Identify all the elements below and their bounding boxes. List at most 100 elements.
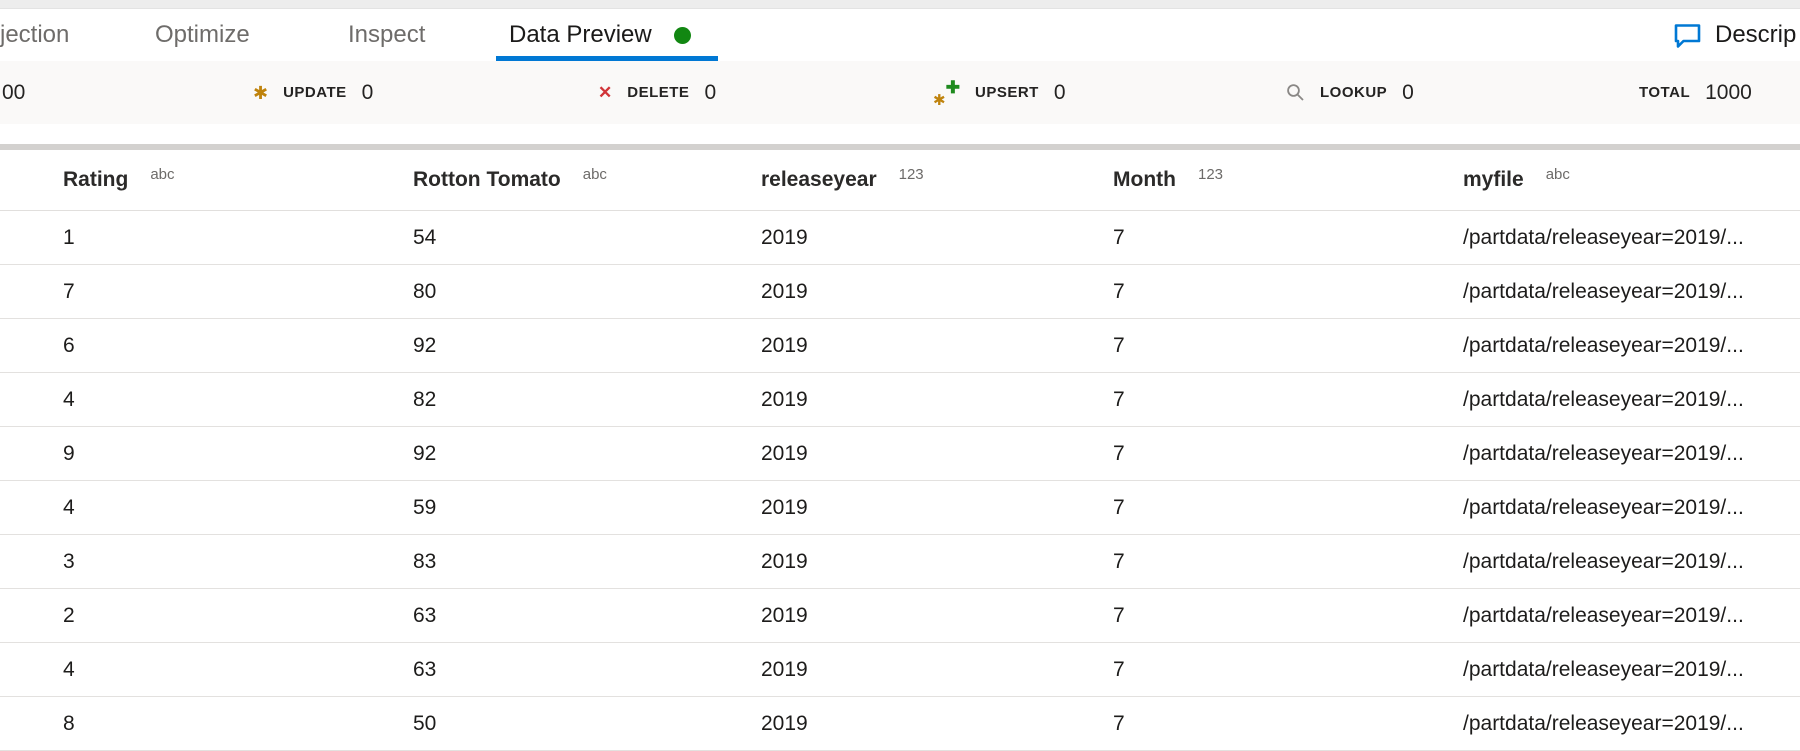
cell-releaseyear: 2019 [761,225,808,249]
table-row: 8 50 2019 7/partdata/releaseyear=2019/... [0,697,1800,751]
cell-rating: 3 [63,549,75,573]
tab-bar: jection Optimize Inspect Data Preview De… [0,9,1800,61]
cell-releaseyear: 2019 [761,387,808,411]
stat-update[interactable]: ✱ UPDATE 0 [253,61,373,124]
cell-rotton-tomato: 54 [413,225,437,249]
stat-upsert-label: UPSERT [975,84,1039,101]
column-header-myfile[interactable]: myfile abc [1463,166,1800,192]
cell-releaseyear: 2019 [761,549,808,573]
stat-update-label: UPDATE [283,84,347,101]
cell-month: 7 [1113,657,1125,681]
cell-rotton-tomato: 82 [413,387,437,411]
column-header-rating[interactable]: Rating abc [63,166,413,192]
cell-rating: 4 [63,495,75,519]
cell-rotton-tomato: 63 [413,603,437,627]
table-row: 3 83 2019 7/partdata/releaseyear=2019/... [0,535,1800,589]
table-row: 6 92 2019 7/partdata/releaseyear=2019/... [0,319,1800,373]
cell-month: 7 [1113,333,1125,357]
cell-releaseyear: 2019 [761,657,808,681]
column-header-month[interactable]: Month 123 [1113,166,1463,192]
update-asterisk-icon: ✱ [253,82,269,103]
cell-myfile: /partdata/releaseyear=2019/... [1463,495,1744,519]
cell-rating: 2 [63,603,75,627]
stat-delete-value: 0 [704,80,717,104]
description-label: Descrip [1715,21,1797,48]
cell-myfile: /partdata/releaseyear=2019/... [1463,333,1744,357]
cell-myfile: /partdata/releaseyear=2019/... [1463,711,1744,735]
stat-partial-value: 00 [2,80,26,104]
stat-lookup-label: LOOKUP [1320,84,1388,101]
cell-month: 7 [1113,603,1125,627]
tab-data-preview-label: Data Preview [509,21,652,48]
stat-delete-label: DELETE [627,84,690,101]
table-body: 1 54 2019 7/partdata/releaseyear=2019/... 7 8… [0,211,1800,751]
cell-myfile: /partdata/releaseyear=2019/... [1463,225,1744,249]
cell-rotton-tomato: 59 [413,495,437,519]
cell-rotton-tomato: 92 [413,333,437,357]
data-ready-dot-icon [673,26,691,44]
cell-rating: 6 [63,333,75,357]
cell-rotton-tomato: 63 [413,657,437,681]
cell-rotton-tomato: 50 [413,711,437,735]
column-label: releaseyear [761,168,877,191]
tab-data-preview[interactable]: Data Preview [509,9,691,61]
cell-myfile: /partdata/releaseyear=2019/... [1463,441,1744,465]
column-type-tag: 123 [898,166,924,183]
top-panel-edge [0,0,1800,9]
stat-lookup[interactable]: LOOKUP 0 [1286,61,1414,124]
column-header-rotton-tomato[interactable]: Rotton Tomato abc [413,166,761,192]
cell-month: 7 [1113,711,1125,735]
spacer [0,124,1800,144]
table-header-row: Rating abc Rotton Tomato abc releaseyear 123 M… [0,150,1800,211]
cell-myfile: /partdata/releaseyear=2019/... [1463,657,1744,681]
column-type-tag: 123 [1197,166,1224,183]
cell-month: 7 [1113,495,1125,519]
stat-update-value: 0 [361,80,374,104]
cell-rotton-tomato: 92 [413,441,437,465]
cell-releaseyear: 2019 [761,711,808,735]
column-label: Rotton Tomato [413,168,561,191]
cell-releaseyear: 2019 [761,495,808,519]
cell-rotton-tomato: 80 [413,279,437,303]
column-header-releaseyear[interactable]: releaseyear 123 [761,166,1113,192]
column-type-tag: abc [150,166,175,183]
column-type-tag: abc [1545,166,1570,183]
cell-releaseyear: 2019 [761,441,808,465]
cell-rating: 1 [63,225,75,249]
table-row: 4 82 2019 7/partdata/releaseyear=2019/... [0,373,1800,427]
stat-insert-count-clipped: 00 [2,61,25,124]
cell-month: 7 [1113,549,1125,573]
stat-delete[interactable]: ✕ DELETE 0 [598,61,716,124]
cell-rating: 7 [63,279,75,303]
cell-myfile: /partdata/releaseyear=2019/... [1463,279,1744,303]
cell-rating: 4 [63,387,75,411]
cell-rating: 8 [63,711,75,735]
cell-myfile: /partdata/releaseyear=2019/... [1463,603,1744,627]
upsert-asterisk-plus-icon: ✱ ✚ [933,77,960,109]
stat-total-label: TOTAL [1639,84,1691,101]
cell-rotton-tomato: 83 [413,549,437,573]
tab-projection[interactable]: jection [0,21,70,48]
cell-rating: 4 [63,657,75,681]
stat-upsert[interactable]: ✱ ✚ UPSERT 0 [933,61,1066,124]
column-type-tag: abc [582,166,607,183]
comment-bubble-icon [1674,23,1701,48]
description-button[interactable]: Descrip [1672,9,1796,61]
cell-myfile: /partdata/releaseyear=2019/... [1463,549,1744,573]
active-tab-underline [496,56,718,61]
cell-month: 7 [1113,441,1125,465]
cell-month: 7 [1113,279,1125,303]
column-label: Month [1113,168,1176,191]
tab-inspect[interactable]: Inspect [348,21,426,48]
tab-optimize[interactable]: Optimize [155,21,250,48]
column-label: Rating [63,168,129,191]
stat-total: TOTAL 1000 [1639,61,1752,124]
delete-x-icon: ✕ [598,83,613,102]
table-row: 7 80 2019 7/partdata/releaseyear=2019/... [0,265,1800,319]
cell-releaseyear: 2019 [761,333,808,357]
preview-stats-bar: 00 ✱ UPDATE 0 ✕ DELETE 0 ✱ ✚ UPSERT 0 LOO… [0,61,1800,124]
column-label: myfile [1463,168,1524,191]
stat-upsert-value: 0 [1053,80,1066,104]
table-row: 4 59 2019 7/partdata/releaseyear=2019/... [0,481,1800,535]
stat-lookup-value: 0 [1402,80,1414,104]
